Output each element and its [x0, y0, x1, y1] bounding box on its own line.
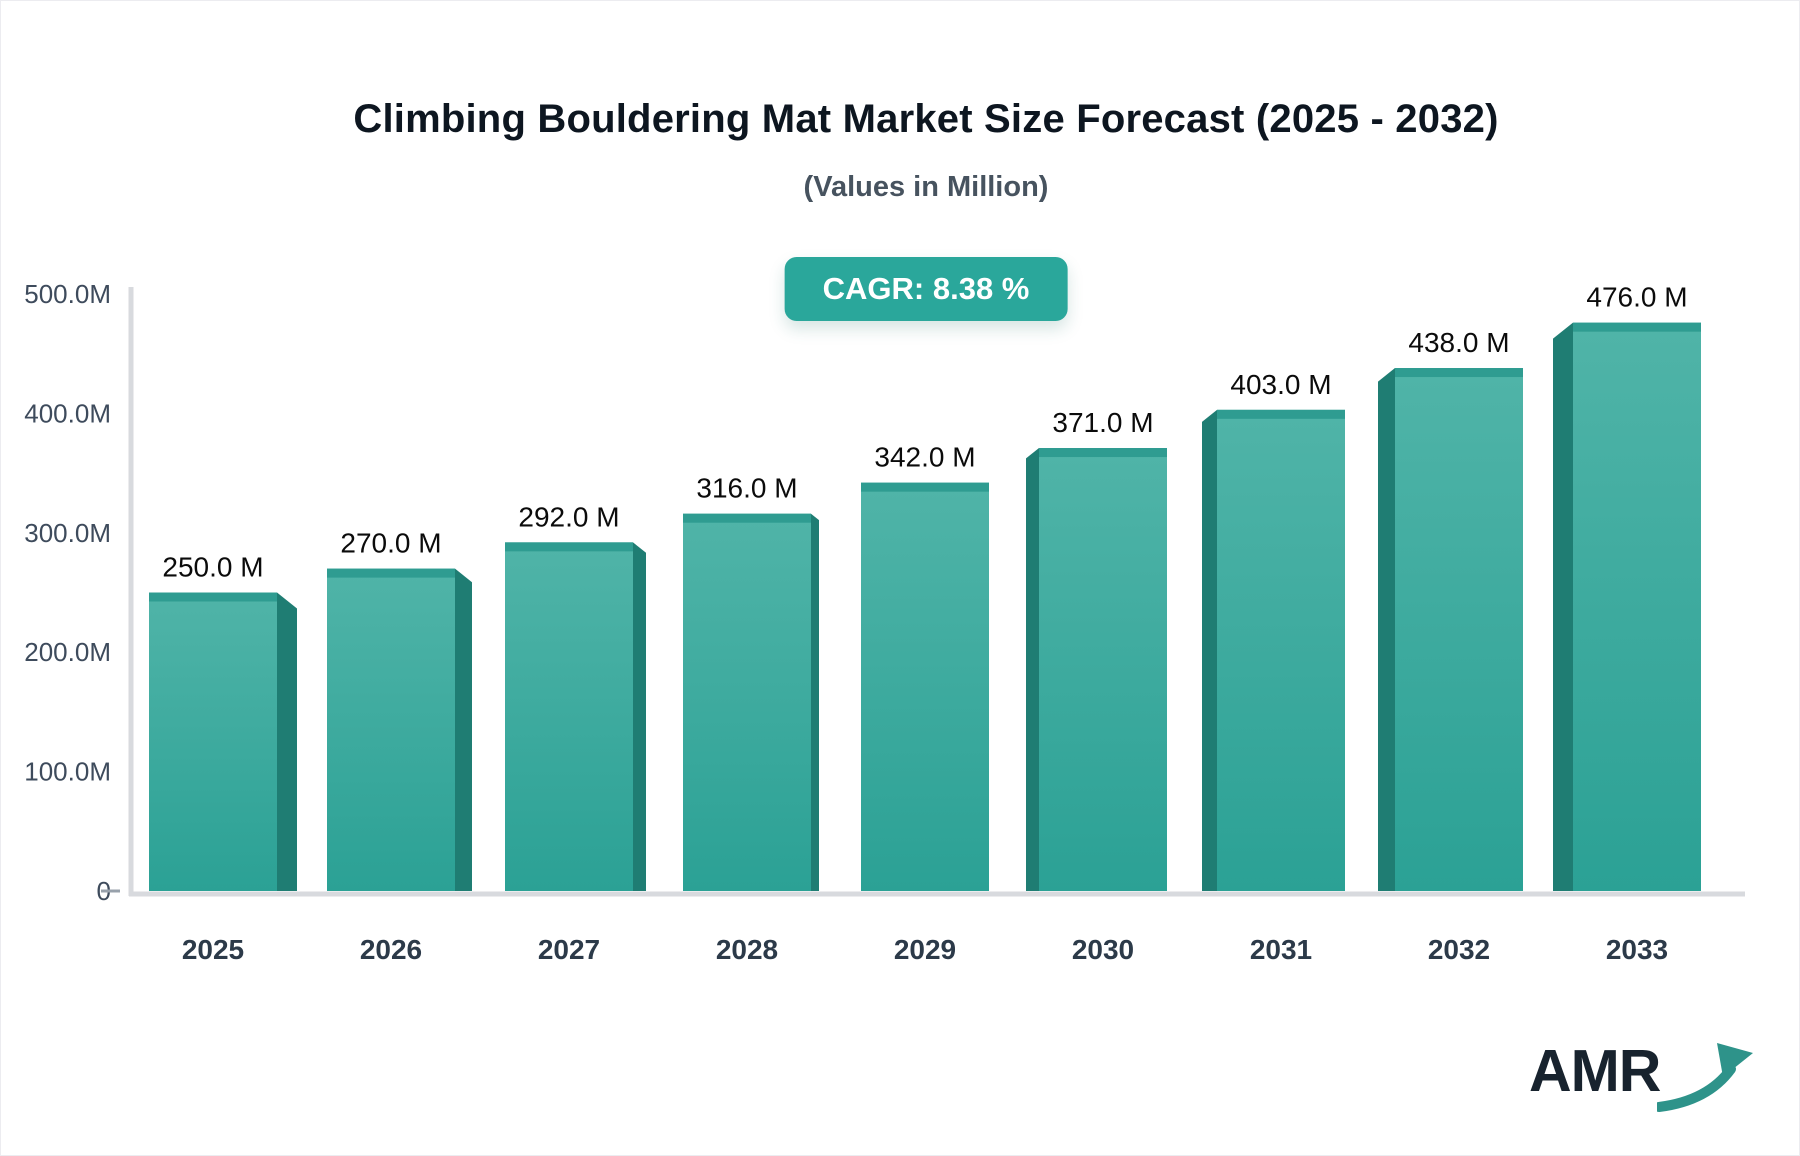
- bar-side-face: [1202, 409, 1217, 891]
- bar-top-face: [1395, 368, 1523, 378]
- bar-front-face: [1039, 448, 1167, 891]
- bar-side-face: [455, 568, 472, 891]
- y-tick-label: 200.0M: [24, 637, 111, 667]
- x-axis: 2025 2026 2027 2028 2029 2030 2031 2032 2033: [182, 934, 1668, 965]
- x-tick-label: 2027: [538, 934, 600, 965]
- amr-logo: AMR: [1529, 1037, 1753, 1127]
- bar-value-label: 476.0 M: [1586, 282, 1687, 313]
- bar-side-face: [1553, 322, 1573, 891]
- bar-side-face: [277, 592, 297, 891]
- y-tick-label: 300.0M: [24, 518, 111, 548]
- bar-value-label: 250.0 M: [162, 552, 263, 583]
- bar-value-label: 342.0 M: [874, 442, 975, 473]
- chart-subtitle: (Values in Million): [803, 171, 1049, 203]
- chart-title: Climbing Bouldering Mat Market Size Fore…: [353, 97, 1499, 141]
- y-tick-label: 100.0M: [24, 757, 111, 787]
- bar-front-face: [505, 542, 633, 891]
- x-tick-label: 2031: [1250, 934, 1312, 965]
- growth-arrow-icon: [1657, 1043, 1753, 1112]
- amr-logo-text: AMR: [1529, 1038, 1661, 1104]
- bar-group-2030: 371.0 M: [1026, 407, 1167, 891]
- bar-top-face: [1039, 448, 1167, 458]
- bar-top-face: [327, 568, 455, 578]
- bar-group-2027: 292.0 M: [505, 501, 646, 891]
- bar-side-face: [1378, 368, 1395, 891]
- y-tick-label: 400.0M: [24, 398, 111, 428]
- x-tick-label: 2028: [716, 934, 778, 965]
- bar-group-2033: 476.0 M: [1553, 282, 1701, 891]
- bar-top-face: [1217, 409, 1345, 419]
- x-tick-label: 2026: [360, 934, 422, 965]
- bar-top-face: [683, 513, 811, 523]
- bar-value-label: 403.0 M: [1230, 369, 1331, 400]
- x-tick-label: 2025: [182, 934, 244, 965]
- bar-value-label: 371.0 M: [1052, 407, 1153, 438]
- bar-group-2028: 316.0 M: [683, 473, 819, 891]
- bar-front-face: [1573, 322, 1701, 891]
- bar-side-face: [811, 513, 819, 891]
- bar-group-2029: 342.0 M: [861, 442, 989, 891]
- bar-group-2025: 250.0 M: [149, 552, 297, 891]
- y-tick-label: 500.0M: [24, 279, 111, 309]
- cagr-badge: CAGR: 8.38 %: [784, 257, 1068, 321]
- bar-front-face: [1217, 409, 1345, 891]
- bar-group-2026: 270.0 M: [327, 528, 472, 891]
- bar-side-face: [633, 542, 646, 891]
- bar-top-face: [861, 482, 989, 492]
- bar-value-label: 438.0 M: [1408, 327, 1509, 358]
- bar-value-label: 292.0 M: [518, 501, 619, 532]
- bar-value-label: 316.0 M: [696, 473, 797, 504]
- x-tick-label: 2033: [1606, 934, 1668, 965]
- x-tick-label: 2029: [894, 934, 956, 965]
- bar-front-face: [149, 592, 277, 891]
- bar-value-label: 270.0 M: [340, 528, 441, 559]
- bar-side-face: [1026, 448, 1039, 891]
- bars-group: 250.0 M 270.0 M 292.0 M 316.0 M 342.0 M 371.0…: [149, 282, 1701, 891]
- x-tick-label: 2032: [1428, 934, 1490, 965]
- bar-front-face: [861, 482, 989, 891]
- bar-front-face: [327, 568, 455, 891]
- bar-front-face: [1395, 368, 1523, 891]
- bar-top-face: [149, 592, 277, 602]
- bar-group-2031: 403.0 M: [1202, 369, 1345, 891]
- bar-front-face: [683, 513, 811, 891]
- x-tick-label: 2030: [1072, 934, 1134, 965]
- bar-group-2032: 438.0 M: [1378, 327, 1523, 891]
- bar-top-face: [1573, 322, 1701, 332]
- bar-top-face: [505, 542, 633, 552]
